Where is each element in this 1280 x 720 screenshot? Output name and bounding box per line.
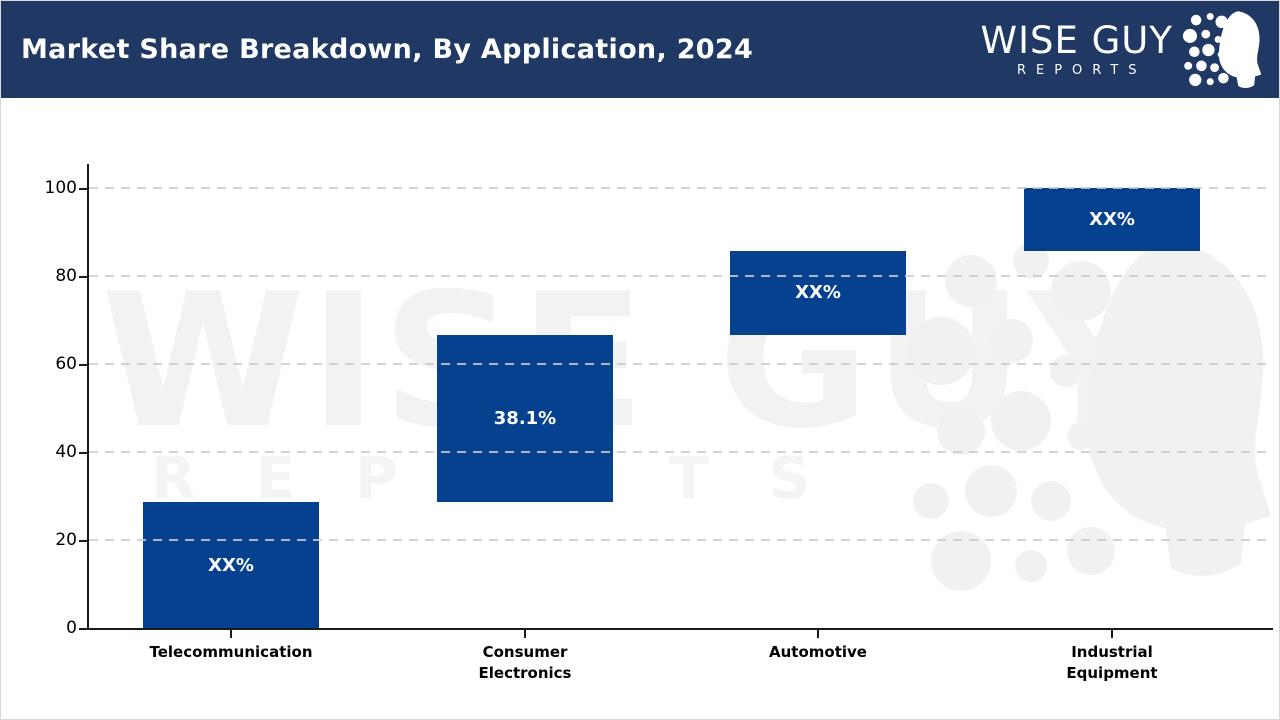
category-label: Consumer Electronics	[478, 643, 572, 682]
logo-reports-label: REPORTS	[1016, 62, 1147, 78]
x-axis-line	[87, 628, 1273, 630]
bar-value-label: XX%	[208, 554, 254, 576]
bar-value-label: 38.1%	[493, 407, 557, 429]
wiseguy-logo-text: WISE GUY REPORTS	[980, 18, 1173, 78]
gridline-60	[89, 363, 1273, 365]
wiseguy-logo: WISE GUY REPORTS	[981, 6, 1263, 94]
x-tick-mark	[817, 630, 819, 638]
category-label: Telecommunication	[149, 643, 313, 661]
gridline-40	[89, 451, 1273, 453]
y-tick-label: 40	[55, 442, 77, 462]
bar-industrial-equipment: XX%	[1024, 188, 1200, 251]
wiseguy-head-icon	[1182, 10, 1262, 88]
page-title: Market Share Breakdown, By Application, …	[21, 34, 754, 65]
y-tick-mark	[79, 452, 87, 454]
header-bar: Market Share Breakdown, By Application, …	[1, 1, 1279, 98]
y-tick-label: 0	[66, 618, 77, 638]
bar-value-label: XX%	[1089, 208, 1135, 230]
y-tick-mark	[79, 364, 87, 366]
y-tick-label: 100	[44, 178, 77, 198]
gridline-100	[89, 187, 1273, 189]
gridline-80	[89, 275, 1273, 277]
category-label: Industrial Equipment	[1066, 643, 1158, 682]
y-tick-mark	[79, 188, 87, 190]
bar-telecommunication: XX%	[143, 502, 319, 628]
x-tick-mark	[230, 630, 232, 638]
watermark-head-icon	[907, 241, 1271, 591]
y-tick-mark	[79, 540, 87, 542]
y-axis-line	[87, 164, 89, 630]
bar-value-label: XX%	[795, 282, 841, 304]
y-tick-label: 60	[55, 354, 77, 374]
x-tick-mark	[524, 630, 526, 638]
y-tick-mark	[79, 276, 87, 278]
bar-consumer-electronics: 38.1%	[437, 334, 613, 503]
category-label: Automotive	[769, 643, 867, 661]
y-tick-mark	[79, 628, 87, 630]
x-tick-mark	[1111, 630, 1113, 638]
gridline-20	[89, 539, 1273, 541]
y-tick-label: 20	[55, 530, 77, 550]
bar-automotive: XX%	[730, 250, 906, 335]
y-tick-label: 80	[55, 266, 77, 286]
logo-wiseguy-label: WISE GUY	[980, 18, 1173, 62]
